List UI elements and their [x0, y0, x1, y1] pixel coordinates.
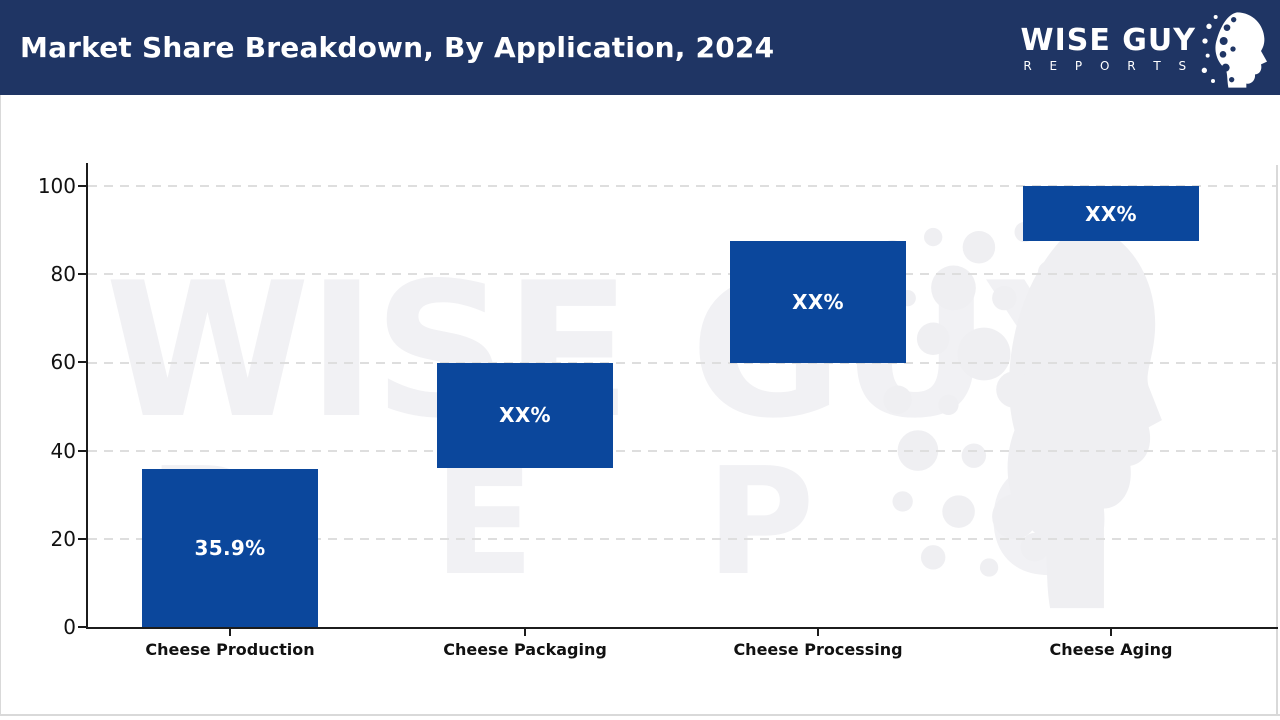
gridline-y-80	[88, 273, 1276, 276]
x-axis-category-label: Cheese Production	[145, 640, 315, 659]
y-axis-tick	[78, 273, 86, 276]
y-axis-tick-label: 100	[37, 174, 76, 199]
x-axis-category-label: Cheese Aging	[1049, 640, 1173, 659]
y-axis-tick-label: 20	[50, 526, 76, 551]
y-axis-tick-label: 60	[50, 350, 76, 375]
x-axis-category-label: Cheese Packaging	[443, 640, 607, 659]
y-axis-tick	[78, 626, 86, 628]
bar-cheese-processing: XX%	[730, 241, 906, 363]
plot-area: 35.9% XX% XX% XX%	[88, 165, 1276, 627]
x-axis-line	[86, 627, 1278, 629]
right-border-line	[1276, 165, 1278, 716]
x-axis-tick	[229, 629, 231, 636]
left-border-line	[0, 95, 1, 716]
bar-cheese-aging: XX%	[1023, 186, 1199, 242]
header-band: Market Share Breakdown, By Application, …	[0, 0, 1280, 95]
y-axis-tick	[78, 361, 86, 364]
brand-wordmark: WISE GUY	[1020, 23, 1196, 59]
y-axis-line	[86, 163, 88, 629]
y-axis-tick-label: 80	[50, 262, 76, 287]
bar-cheese-production: 35.9%	[142, 468, 318, 627]
brand-logo-text: WISE GUY R E P O R T S	[1020, 25, 1196, 73]
bar-value-label: XX%	[1085, 201, 1137, 226]
gridline-y-40	[88, 449, 1276, 452]
bar-value-label: XX%	[792, 289, 844, 314]
page-title: Market Share Breakdown, By Application, …	[20, 31, 775, 64]
brand-logo: WISE GUY R E P O R T S	[1020, 8, 1272, 90]
x-axis-tick	[1110, 629, 1112, 636]
bar-cheese-packaging: XX%	[437, 362, 613, 469]
gridline-y-60	[88, 361, 1276, 364]
x-axis-category-label: Cheese Processing	[733, 640, 903, 659]
y-axis-tick-label: 40	[50, 438, 76, 463]
x-axis-tick	[524, 629, 526, 636]
y-axis-tick	[78, 449, 86, 452]
bar-value-label: 35.9%	[194, 535, 266, 560]
y-axis-tick	[78, 185, 86, 188]
gridline-y-20	[88, 537, 1276, 540]
brand-subtext: R E P O R T S	[1023, 58, 1194, 73]
wiseguy-head-icon	[1201, 12, 1267, 88]
bottom-border-line	[0, 714, 1280, 716]
x-axis-tick	[817, 629, 819, 636]
bar-value-label: XX%	[499, 403, 551, 428]
gridline-y-100	[88, 185, 1276, 188]
y-axis-tick	[78, 537, 86, 540]
y-axis-tick-label: 0	[63, 615, 76, 639]
